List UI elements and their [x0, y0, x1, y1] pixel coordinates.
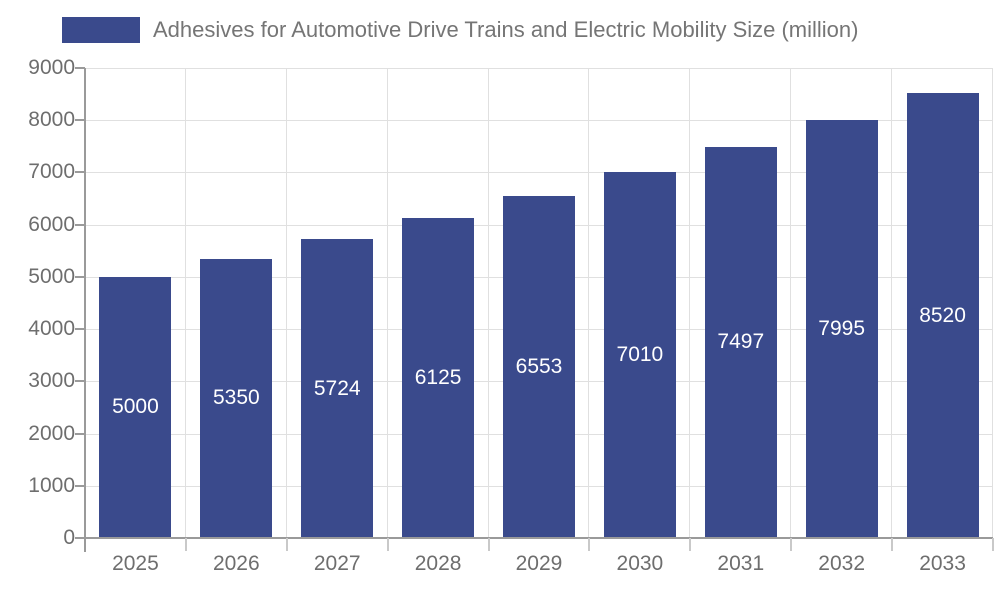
y-tick-mark: [75, 537, 85, 539]
x-tick-label-2029: 2029: [515, 552, 563, 575]
bar-value-label: 7497: [717, 330, 765, 354]
x-tick-label-2025: 2025: [112, 552, 159, 575]
y-tick-label: 7000: [28, 160, 75, 184]
x-tick-label-2031: 2031: [717, 552, 765, 575]
x-tick-mark: [184, 538, 187, 551]
y-tick-label: 5000: [28, 264, 75, 288]
y-tick-label: 2000: [28, 421, 75, 445]
y-tick-mark: [75, 171, 85, 174]
bar-2026[interactable]: 5350: [200, 258, 273, 538]
bar-2025[interactable]: 5000: [99, 276, 172, 538]
bar-value-label: 6553: [515, 354, 563, 378]
x-axis-line: [84, 537, 993, 539]
x-tick-mark: [285, 538, 288, 551]
bar-value-label: 5724: [313, 376, 361, 400]
plot-area: 5000 5350 5724 6125 6553 7010 7497 7995 8520: [85, 68, 993, 538]
y-tick-label: 8000: [28, 108, 75, 132]
legend: Adhesives for Automotive Drive Trains an…: [62, 15, 858, 45]
gridline-vertical: [588, 68, 590, 538]
x-tick-label-2030: 2030: [616, 552, 664, 575]
bar-value-label: 5350: [212, 386, 260, 410]
legend-label: Adhesives for Automotive Drive Trains an…: [153, 17, 859, 42]
y-tick-label: 9000: [28, 56, 75, 79]
y-tick-mark: [75, 119, 85, 122]
x-tick-mark: [386, 538, 389, 551]
y-tick-mark: [75, 380, 85, 383]
x-tick-label-2032: 2032: [818, 552, 866, 575]
y-tick-mark: [75, 275, 85, 278]
gridline-vertical: [184, 68, 186, 538]
x-tick-mark: [992, 538, 994, 551]
x-tick-label-2027: 2027: [313, 552, 361, 575]
x-tick-label-2033: 2033: [919, 552, 966, 575]
x-tick-label-2026: 2026: [212, 552, 260, 575]
bar-value-label: 6125: [414, 366, 462, 390]
y-tick-label: 6000: [28, 212, 75, 236]
x-tick-mark: [891, 538, 894, 551]
y-tick-label: 3000: [28, 369, 75, 393]
y-tick-label: 1000: [28, 473, 75, 497]
bar-2032[interactable]: 7995: [805, 120, 878, 538]
bar-2030[interactable]: 7010: [603, 171, 676, 538]
gridline-vertical: [891, 68, 893, 538]
x-tick-mark: [487, 538, 490, 551]
gridline-horizontal: [85, 172, 993, 174]
gridline-vertical: [487, 68, 489, 538]
bar-2029[interactable]: 6553: [503, 195, 575, 538]
y-tick-label: 4000: [28, 317, 75, 341]
bar-value-label: 7995: [818, 317, 866, 341]
bar-2033[interactable]: 8520: [906, 93, 979, 538]
bar-value-label: 7010: [616, 342, 664, 366]
bar-value-label: 8520: [919, 303, 966, 327]
x-tick-label-2028: 2028: [414, 552, 462, 575]
y-tick-mark: [75, 328, 85, 331]
legend-swatch: [62, 17, 140, 43]
gridline-vertical: [992, 68, 993, 538]
y-tick-mark: [75, 432, 85, 435]
y-tick-label: 0: [63, 526, 75, 549]
gridline-vertical: [689, 68, 691, 538]
y-tick-mark: [75, 67, 85, 69]
y-tick-mark: [75, 484, 85, 487]
gridline-horizontal: [85, 120, 993, 122]
gridline-vertical: [790, 68, 792, 538]
y-axis-line: [84, 68, 86, 552]
gridline-vertical: [285, 68, 287, 538]
y-tick-mark: [75, 223, 85, 226]
x-tick-mark: [790, 538, 793, 551]
bar-2028[interactable]: 6125: [402, 218, 475, 538]
x-tick-mark: [588, 538, 591, 551]
gridline-horizontal: [85, 68, 993, 69]
bar-2031[interactable]: 7497: [704, 146, 777, 538]
gridline-vertical: [386, 68, 388, 538]
bar-value-label: 5000: [112, 395, 159, 419]
bar-2027[interactable]: 5724: [301, 239, 374, 538]
x-tick-mark: [689, 538, 692, 551]
